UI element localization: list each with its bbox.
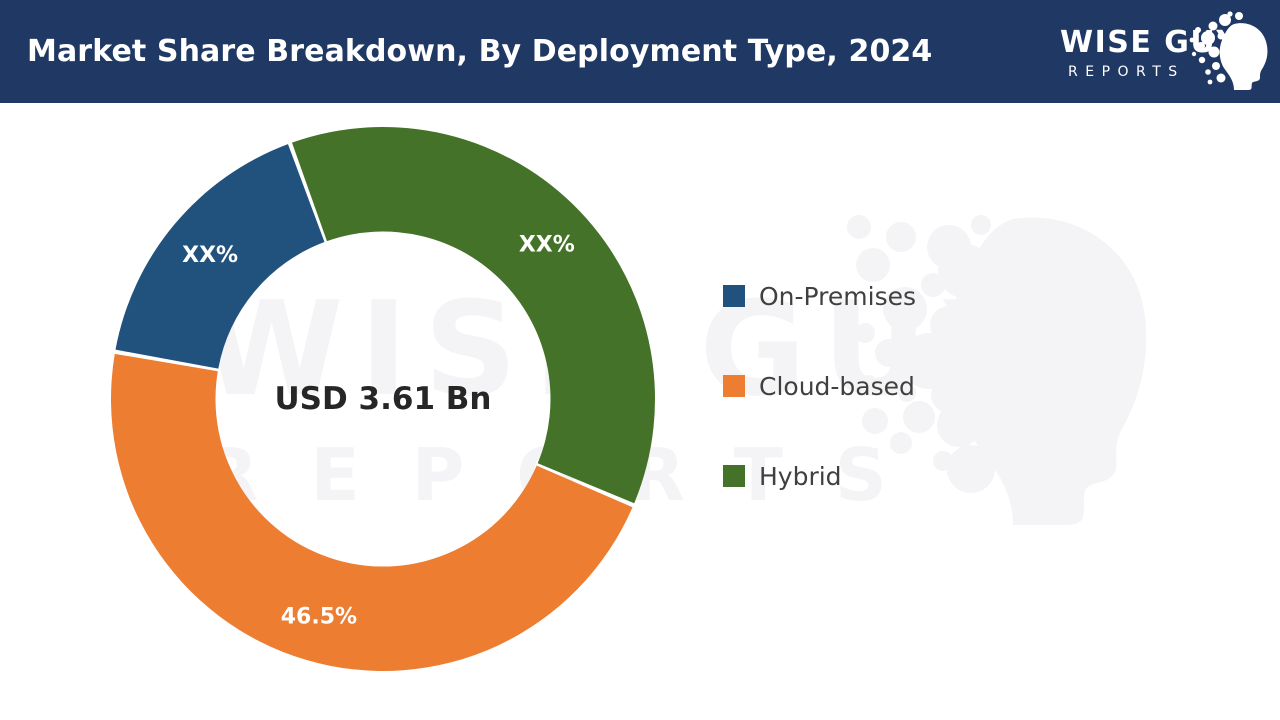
legend-label-hybrid: Hybrid <box>759 461 842 491</box>
chart-plot-area: WISE GUY REPORTS <box>0 103 1280 720</box>
header-bar: Market Share Breakdown, By Deployment Ty… <box>0 0 1280 103</box>
slice-on-premises[interactable] <box>115 144 325 369</box>
legend-item-cloud-based[interactable]: Cloud-based <box>723 341 983 431</box>
dotted-head-profile-icon <box>845 213 1175 633</box>
slice-label-on-premises: XX% <box>182 243 238 268</box>
chart-legend: On-Premises Cloud-based Hybrid <box>723 251 983 521</box>
slice-label-hybrid: XX% <box>519 233 575 258</box>
donut-slices <box>111 127 655 671</box>
page-title: Market Share Breakdown, By Deployment Ty… <box>27 34 933 69</box>
svg-text:REPORTS: REPORTS <box>1068 64 1185 80</box>
legend-item-hybrid[interactable]: Hybrid <box>723 431 983 521</box>
slice-cloud-based[interactable] <box>111 353 633 671</box>
legend-label-on-premises: On-Premises <box>759 281 917 311</box>
donut-slice-labels: XX% 46.5% XX% <box>182 233 575 630</box>
legend-swatch-on-premises <box>723 285 745 307</box>
slice-label-cloud-based: 46.5% <box>281 605 357 630</box>
donut-chart: XX% 46.5% XX% <box>107 123 659 675</box>
slice-hybrid[interactable] <box>291 127 655 504</box>
legend-swatch-cloud-based <box>723 375 745 397</box>
wise-guy-reports-logo: WISE GUY REPORTS <box>1058 10 1272 94</box>
legend-label-cloud-based: Cloud-based <box>759 371 915 401</box>
legend-swatch-hybrid <box>723 465 745 487</box>
legend-item-on-premises[interactable]: On-Premises <box>723 251 983 341</box>
